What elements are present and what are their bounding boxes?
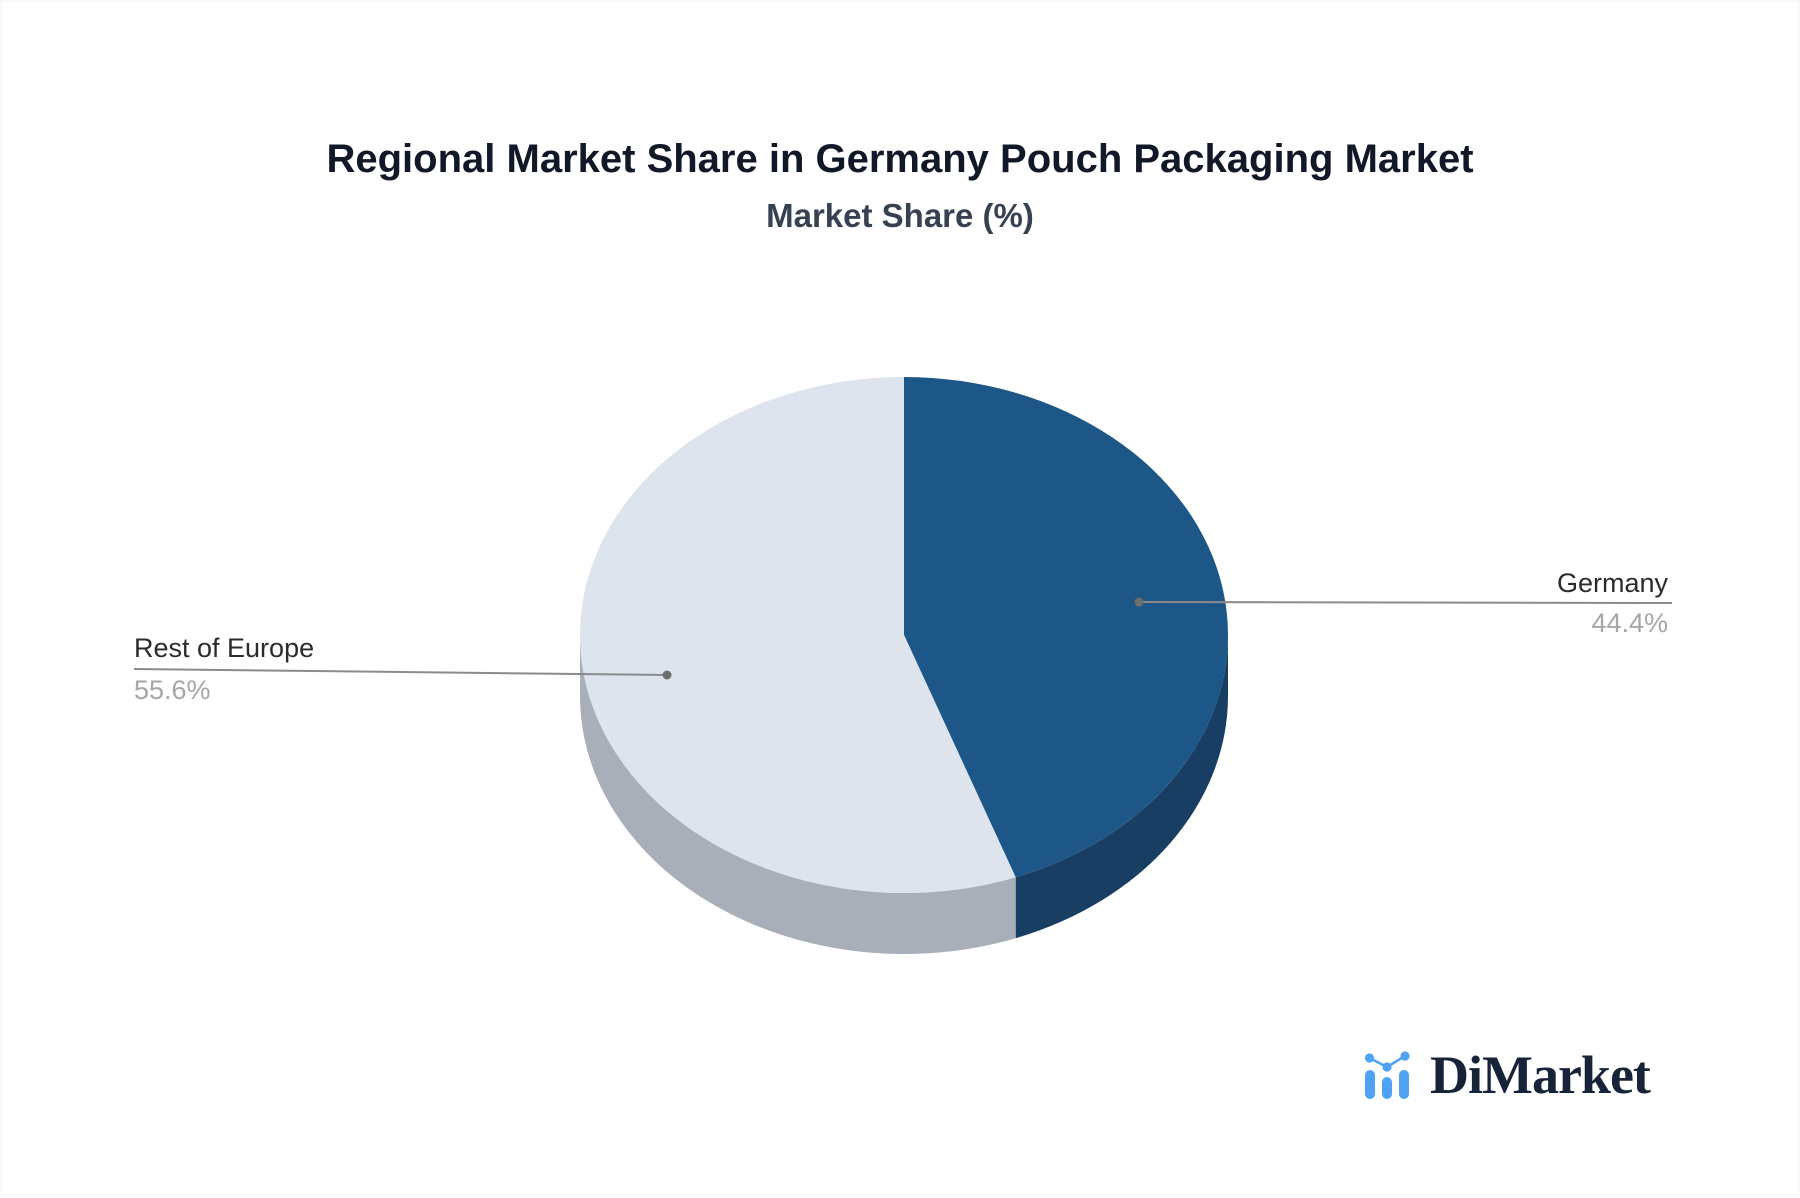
slice-value-rest-of-europe: 55.6% [134,675,211,705]
pie-slice-rest-of-europe [580,377,1016,893]
label-connector-dot [662,670,672,680]
label-connector-line [133,668,668,676]
pie-slice-germany [904,377,1229,878]
slice-value-germany: 44.4% [1591,608,1668,638]
label-connector-line [1138,601,1673,604]
bar-chart-logo-icon [1364,1051,1410,1099]
brand-wordmark: DiMarket [1430,1045,1651,1105]
pie-slice-side-germany [1015,635,1228,939]
chart-title: Regional Market Share in Germany Pouch P… [326,137,1474,181]
label-connector-dot [1134,597,1144,607]
pie-slice-side-rest-of-europe [580,635,1016,954]
slice-label-rest-of-europe: Rest of Europe [134,633,315,663]
chart-subtitle: Market Share (%) [766,197,1034,234]
brand-logo: DiMarket [1360,1040,1651,1105]
slice-label-germany: Germany [1556,568,1668,598]
